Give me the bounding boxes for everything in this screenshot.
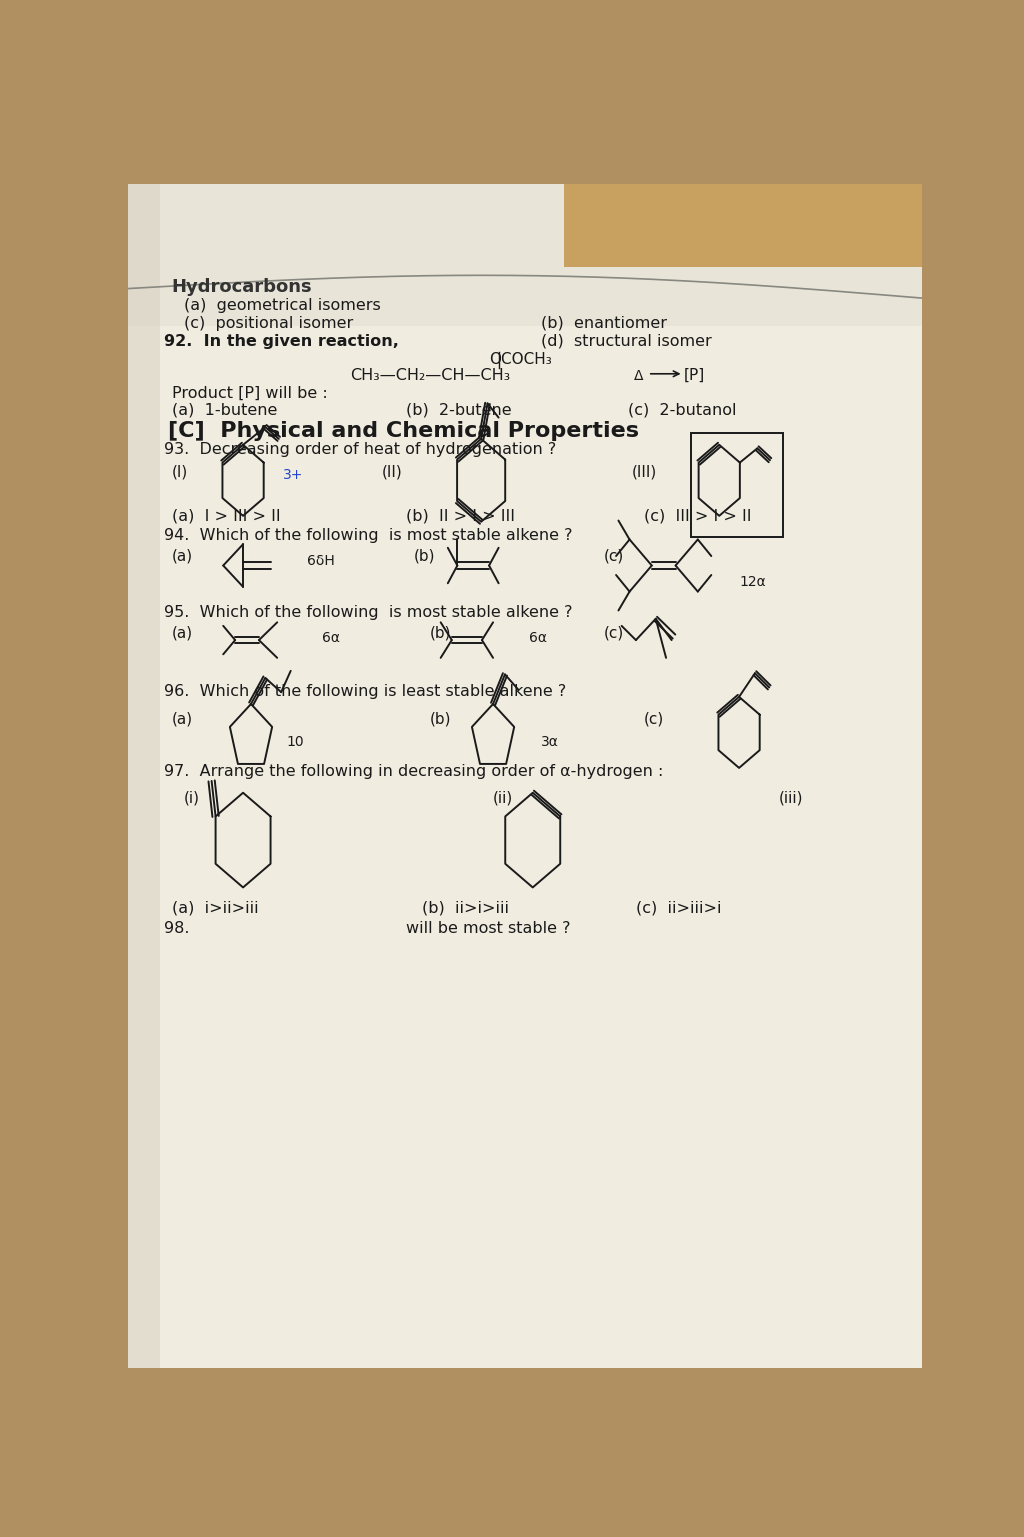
Text: (b)  ii>i>iii: (b) ii>i>iii (422, 901, 509, 916)
Text: 92.  In the given reaction,: 92. In the given reaction, (164, 334, 398, 349)
Text: 6δH: 6δH (306, 553, 334, 567)
Text: (b)  II > I > III: (b) II > I > III (406, 509, 515, 524)
Text: (I): (I) (172, 464, 187, 480)
Text: 6α: 6α (528, 630, 547, 644)
Text: (c)  III > I > II: (c) III > I > II (644, 509, 752, 524)
Text: 12α: 12α (739, 575, 766, 589)
Text: (d)  structural isomer: (d) structural isomer (541, 334, 712, 349)
Bar (128, 184, 922, 326)
Text: [C]  Physical and Chemical Properties: [C] Physical and Chemical Properties (168, 421, 639, 441)
Text: Δ: Δ (634, 369, 643, 383)
Text: 93.  Decreasing order of heat of hydrogenation ?: 93. Decreasing order of heat of hydrogen… (164, 443, 556, 458)
Text: (II): (II) (382, 464, 402, 480)
Text: [P]: [P] (684, 367, 705, 383)
Text: (b)  enantiomer: (b) enantiomer (541, 315, 667, 330)
Text: (c)  positional isomer: (c) positional isomer (183, 315, 353, 330)
Text: (ii): (ii) (494, 790, 513, 805)
Text: (iii): (iii) (778, 790, 803, 805)
Text: (c): (c) (604, 549, 625, 564)
Text: 96.  Which of the following is least stable alkene ?: 96. Which of the following is least stab… (164, 684, 566, 699)
Text: (a): (a) (172, 626, 193, 641)
Text: (c)  ii>iii>i: (c) ii>iii>i (636, 901, 721, 916)
Text: 95.  Which of the following  is most stable alkene ?: 95. Which of the following is most stabl… (164, 604, 572, 619)
Text: OCOCH₃: OCOCH₃ (489, 352, 552, 367)
Text: (b): (b) (430, 712, 451, 725)
Text: (a)  I > III > II: (a) I > III > II (172, 509, 281, 524)
Text: 10: 10 (287, 735, 304, 749)
Text: 6α: 6α (323, 630, 340, 644)
Text: (III): (III) (632, 464, 657, 480)
Text: (a): (a) (172, 549, 193, 564)
Text: will be most stable ?: will be most stable ? (406, 921, 570, 936)
Text: (a)  geometrical isomers: (a) geometrical isomers (183, 298, 380, 314)
Text: Product [P] will be :: Product [P] will be : (172, 386, 328, 401)
Text: CH₃—CH₂—CH—CH₃: CH₃—CH₂—CH—CH₃ (350, 367, 510, 383)
Text: (c): (c) (644, 712, 665, 725)
Text: (b): (b) (430, 626, 451, 641)
Bar (128, 184, 160, 1368)
Text: (c): (c) (604, 626, 625, 641)
Text: 97.  Arrange the following in decreasing order of α-hydrogen :: 97. Arrange the following in decreasing … (164, 764, 664, 779)
Text: Hydrocarbons: Hydrocarbons (172, 278, 312, 297)
Text: 98.: 98. (164, 921, 189, 936)
Text: (i): (i) (183, 790, 200, 805)
Text: (b): (b) (414, 549, 435, 564)
Text: 3+: 3+ (283, 469, 303, 483)
Text: (a): (a) (172, 712, 193, 725)
Text: (a)  1-butene: (a) 1-butene (172, 403, 278, 417)
Bar (564, 184, 922, 267)
Bar (691, 433, 782, 536)
Text: (c)  2-butanol: (c) 2-butanol (628, 403, 736, 417)
Text: (a)  i>ii>iii: (a) i>ii>iii (172, 901, 258, 916)
Text: 3α: 3α (541, 735, 558, 749)
Text: (b)  2-butene: (b) 2-butene (406, 403, 511, 417)
Text: 94.  Which of the following  is most stable alkene ?: 94. Which of the following is most stabl… (164, 527, 572, 543)
